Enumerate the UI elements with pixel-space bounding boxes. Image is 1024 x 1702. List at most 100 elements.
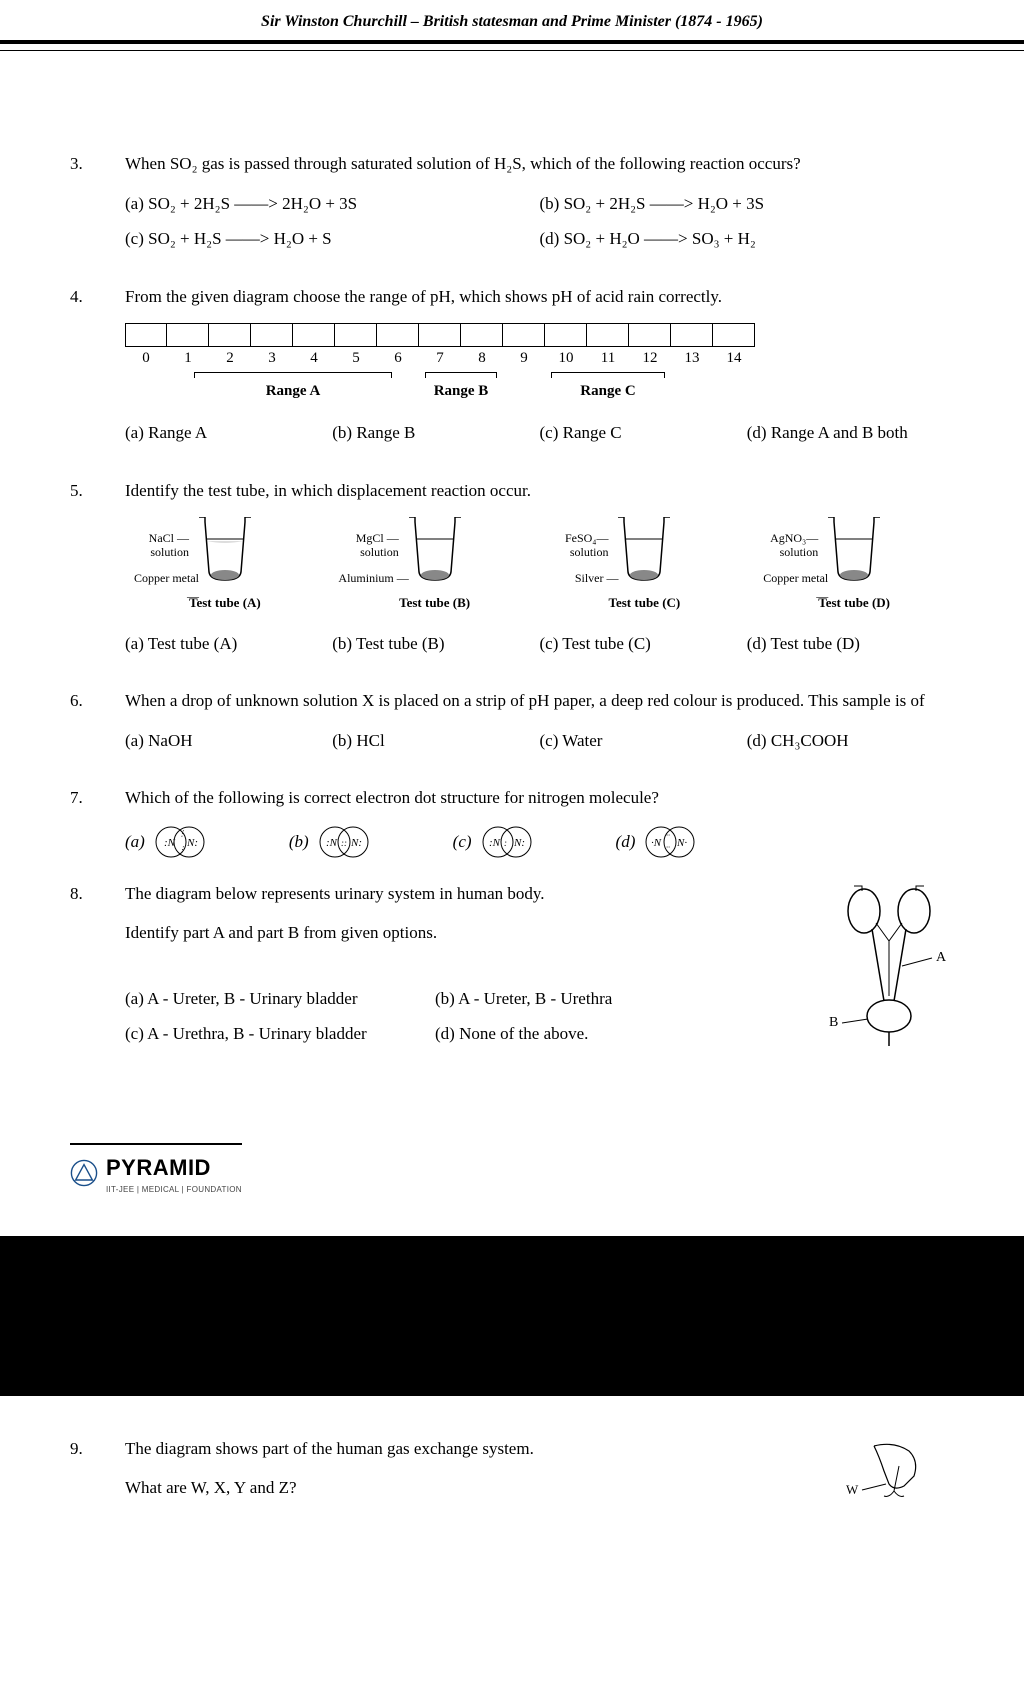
ph-box: [419, 323, 461, 347]
ph-box: [125, 323, 167, 347]
svg-text::: :: [504, 838, 507, 848]
q3-opt-d: (d) SO₂ + H₂O ——> SO₃ + H₂: [540, 226, 955, 252]
range-c-label: Range C: [580, 383, 635, 399]
q5-opt-d: (d) Test tube (D): [747, 631, 954, 657]
logo-subtitle: IIT-JEE | MEDICAL | FOUNDATION: [106, 1184, 242, 1196]
svg-text:N:: N:: [186, 837, 198, 849]
question-6: 6. When a drop of unknown solution X is …: [70, 688, 954, 763]
ph-num: 6: [377, 347, 419, 370]
svg-text:⋮: ⋮: [178, 829, 186, 838]
q5-opt-a: (a) Test tube (A): [125, 631, 332, 657]
q9-text: The diagram shows part of the human gas …: [125, 1436, 954, 1462]
ph-box: [293, 323, 335, 347]
q6-num: 6.: [70, 688, 125, 763]
svg-text:··: ··: [666, 843, 670, 852]
q3-text: When SO₂ gas is passed through saturated…: [125, 151, 954, 177]
svg-text::N: :N: [164, 837, 176, 849]
q6-text: When a drop of unknown solution X is pla…: [125, 688, 954, 714]
q4-opt-c: (c) Range C: [540, 420, 747, 446]
q6-opt-c: (c) Water: [540, 728, 747, 754]
ph-box: [461, 323, 503, 347]
q7-num: 7.: [70, 785, 125, 859]
q5-opt-c: (c) Test tube (C): [540, 631, 747, 657]
tube-d-sol: AgNO₃: [770, 531, 806, 545]
q6-opt-a: (a) NaOH: [125, 728, 332, 754]
svg-text:··: ··: [666, 831, 670, 840]
tube-a-metal: Copper metal: [134, 571, 199, 585]
label-b: B: [829, 1015, 838, 1030]
q7a-lbl: (a): [125, 829, 145, 855]
dot-structure-icon: :N⋮⋮N:: [151, 825, 209, 859]
label-a: A: [936, 950, 947, 965]
ph-box: [629, 323, 671, 347]
tube-c-sol2: solution: [570, 545, 609, 559]
tube-b-sol2: solution: [360, 545, 399, 559]
ph-num: 13: [671, 347, 713, 370]
tube-d-metal: Copper metal: [763, 571, 828, 585]
q4-opt-b: (b) Range B: [332, 420, 539, 446]
svg-text:·N: ·N: [651, 837, 662, 849]
ph-box: [671, 323, 713, 347]
ph-box: [167, 323, 209, 347]
q7c-lbl: (c): [453, 829, 472, 855]
tube-c-cap: Test tube (C): [545, 593, 745, 613]
page-content: 3. When SO₂ gas is passed through satura…: [0, 91, 1024, 1568]
respiratory-system-icon: W: [844, 1436, 954, 1516]
ph-num: 12: [629, 347, 671, 370]
q3-opt-c: (c) SO₂ + H₂S ——> H₂O + S: [125, 226, 540, 252]
question-5: 5. Identify the test tube, in which disp…: [70, 478, 954, 667]
urinary-system-icon: A B: [824, 881, 954, 1051]
q5-opt-b: (b) Test tube (B): [332, 631, 539, 657]
q3-opt-b: (b) SO₂ + 2H₂S ——> H₂O + 3S: [540, 191, 955, 217]
range-b-label: Range B: [434, 383, 489, 399]
ph-box: [251, 323, 293, 347]
svg-text:N·: N·: [676, 837, 687, 849]
footer-logo: PYRAMID IIT-JEE | MEDICAL | FOUNDATION: [70, 1143, 242, 1196]
q3-opt-a: (a) SO₂ + 2H₂S ——> 2H₂O + 3S: [125, 191, 540, 217]
svg-text::N: :N: [489, 837, 501, 849]
ph-num: 11: [587, 347, 629, 370]
range-a-label: Range A: [266, 383, 321, 399]
pyramid-logo-icon: [70, 1159, 98, 1187]
q7-text: Which of the following is correct electr…: [125, 785, 954, 811]
q5-text: Identify the test tube, in which displac…: [125, 478, 954, 504]
tube-b-sol: MgCl: [356, 531, 384, 545]
q7-opt-a: (a) :N⋮⋮N:: [125, 825, 209, 859]
q6-opt-b: (b) HCl: [332, 728, 539, 754]
tube-b-metal: Aluminium: [338, 571, 393, 585]
dot-structure-icon: :N:N:: [478, 825, 536, 859]
quote-attribution: Sir Winston Churchill – British statesma…: [0, 0, 1024, 44]
svg-text:::: ::: [341, 838, 347, 848]
tube-a: NaCl —solution Copper metal — Test tube …: [125, 517, 325, 613]
q9-text2: What are W, X, Y and Z?: [125, 1475, 954, 1501]
question-9: 9. W The diagram shows part of the human…: [70, 1436, 954, 1516]
ph-num: 9: [503, 347, 545, 370]
q5-num: 5.: [70, 478, 125, 667]
q8-opt-b: (b) A - Ureter, B - Urethra: [435, 986, 745, 1012]
q7-options-row: (a) :N⋮⋮N: (b) :N::N: (c) :N:N: (d) ·N··…: [125, 825, 954, 859]
question-3: 3. When SO₂ gas is passed through satura…: [70, 151, 954, 262]
tube-d-sol2: solution: [780, 545, 819, 559]
ph-box: [377, 323, 419, 347]
ph-scale-diagram: 01234567891011121314 Range A Range B: [125, 323, 954, 402]
ph-num: 3: [251, 347, 293, 370]
ph-num: 2: [209, 347, 251, 370]
dot-structure-icon: :N::N:: [315, 825, 373, 859]
ph-num: 10: [545, 347, 587, 370]
question-7: 7. Which of the following is correct ele…: [70, 785, 954, 859]
q3-num: 3.: [70, 151, 125, 262]
question-8: 8. A B The diagram below represents urin…: [70, 881, 954, 1057]
ph-num: 4: [293, 347, 335, 370]
ph-num: 1: [167, 347, 209, 370]
logo-text: PYRAMID: [106, 1151, 242, 1184]
q4-text: From the given diagram choose the range …: [125, 284, 954, 310]
q8-opt-d: (d) None of the above.: [435, 1021, 745, 1047]
page-break: [0, 1236, 1024, 1396]
test-tubes-diagram: NaCl —solution Copper metal — Test tube …: [125, 517, 954, 613]
svg-text::N: :N: [326, 837, 338, 849]
q7-opt-c: (c) :N:N:: [453, 825, 536, 859]
q9-num: 9.: [70, 1436, 125, 1516]
ph-box: [503, 323, 545, 347]
q8-opt-c: (c) A - Urethra, B - Urinary bladder: [125, 1021, 435, 1047]
tube-c-metal: Silver: [575, 571, 604, 585]
